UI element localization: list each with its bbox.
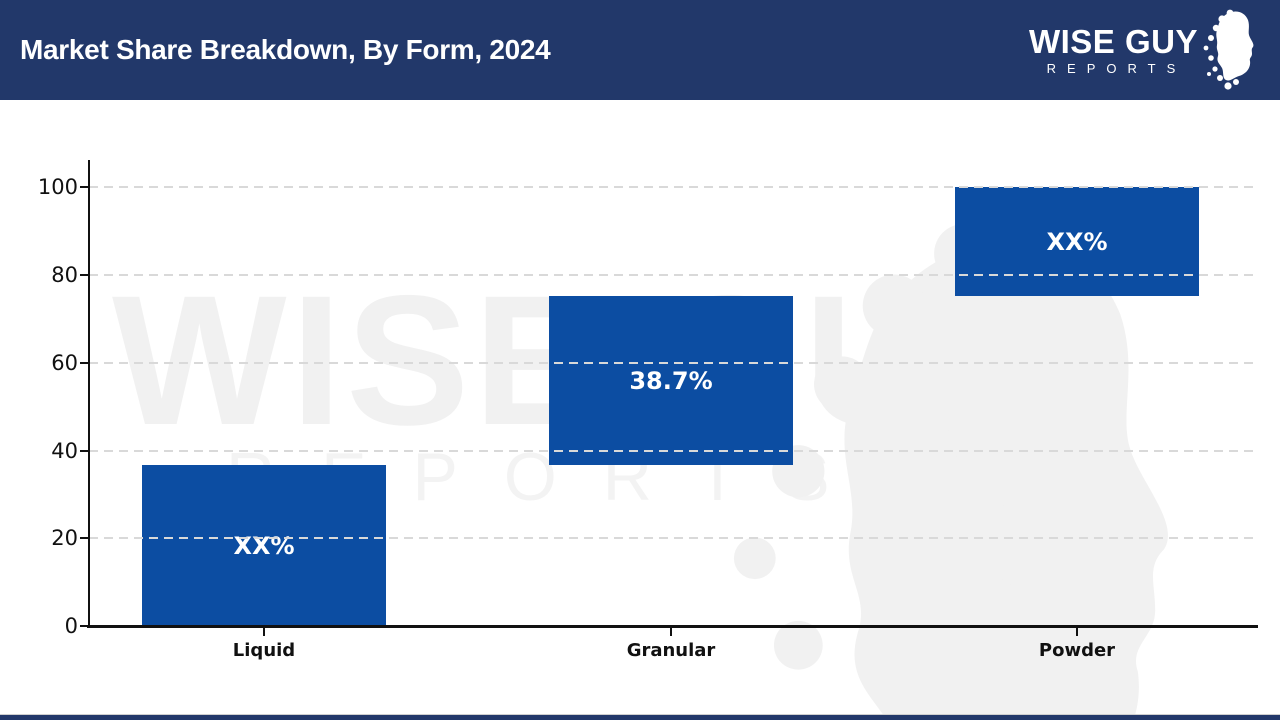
- category-label-granular: Granular: [626, 640, 716, 661]
- x-tick-mark-granular: [670, 628, 672, 636]
- gridline-20: [89, 537, 1257, 540]
- y-axis-line: [88, 160, 90, 627]
- category-label-liquid: Liquid: [232, 640, 296, 661]
- y-tick-mark-80: [80, 274, 88, 277]
- footer-bar: [0, 714, 1280, 720]
- x-tick-mark-powder: [1076, 628, 1078, 636]
- y-tick-label-100: 100: [37, 175, 78, 200]
- category-label-powder: Powder: [1038, 640, 1116, 661]
- x-axis-line: [87, 625, 1258, 628]
- y-tick-mark-100: [80, 186, 88, 189]
- brand-face-icon: [1203, 9, 1254, 90]
- y-tick-label-0: 0: [64, 614, 78, 638]
- page-title: Market Share Breakdown, By Form, 2024: [20, 34, 551, 65]
- bar-value-label-powder: XX%: [1046, 227, 1108, 256]
- gridline-80: [89, 274, 1257, 277]
- y-tick-mark-0: [80, 625, 88, 627]
- y-tick-mark-20: [80, 537, 88, 540]
- bar-powder: XX%: [955, 187, 1199, 296]
- brand-logo: WISE GUY REPORTS: [1029, 8, 1256, 92]
- bar-liquid: XX%: [142, 465, 386, 626]
- header: Market Share Breakdown, By Form, 2024 WI…: [0, 0, 1280, 100]
- gridline-100: [89, 186, 1257, 189]
- y-tick-label-20: 20: [51, 526, 78, 551]
- y-tick-label-40: 40: [51, 438, 78, 463]
- y-tick-mark-60: [80, 361, 88, 364]
- brand-wordmark: WISE GUY: [1028, 23, 1198, 60]
- bar-value-label-granular: 38.7%: [629, 366, 713, 395]
- brand-subtext: REPORTS: [1046, 61, 1187, 76]
- brand-logo-text: WISE GUY REPORTS: [1029, 25, 1198, 75]
- bar-value-label-liquid: XX%: [233, 531, 295, 560]
- y-tick-mark-40: [80, 449, 88, 452]
- y-tick-label-60: 60: [51, 350, 78, 375]
- x-tick-mark-liquid: [263, 628, 265, 636]
- y-tick-label-80: 80: [51, 263, 78, 288]
- gridline-60: [89, 361, 1257, 364]
- bar-granular: 38.7%: [549, 295, 793, 466]
- gridline-40: [89, 449, 1257, 452]
